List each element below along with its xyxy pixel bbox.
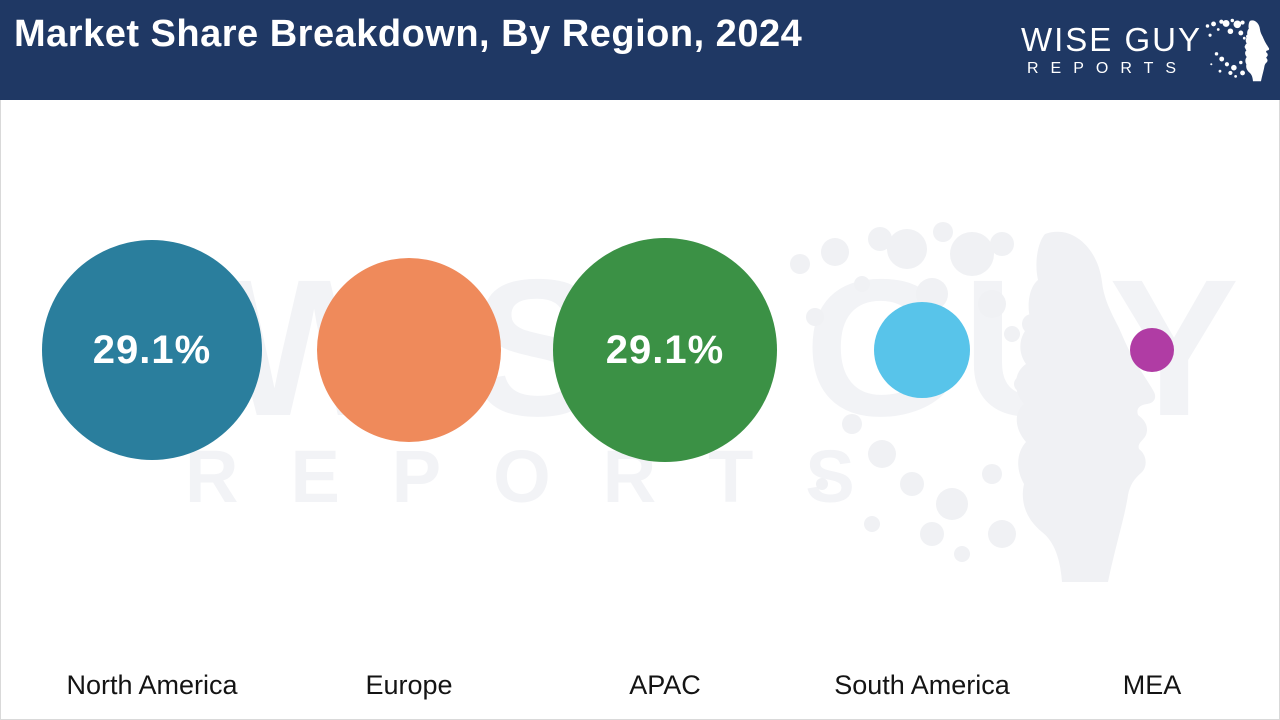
wise-guy-reports-logo: WISE GUY REPORTS — [1021, 6, 1270, 94]
watermark-reports-text: REPORTS — [185, 435, 907, 518]
logo-reports-text: REPORTS — [1026, 60, 1189, 78]
header-bar: Market Share Breakdown, By Region, 2024 … — [0, 0, 1280, 100]
logo-head-silhouette-icon — [1205, 18, 1270, 82]
watermark-head-silhouette-icon — [790, 222, 1156, 582]
bubble-europe — [317, 258, 501, 442]
chart-title: Market Share Breakdown, By Region, 2024 — [14, 13, 803, 55]
bubble-value-label: 29.1% — [92, 327, 212, 372]
category-label-north-america: North America — [66, 670, 238, 700]
logo-wordmark: WISE GUY — [1020, 21, 1202, 59]
bubble-mea — [1130, 328, 1174, 372]
bubble-apac: 29.1% — [553, 238, 777, 462]
bubble-south-america — [874, 302, 970, 398]
bubble-value-label: 29.1% — [605, 327, 725, 372]
category-label-apac: APAC — [629, 670, 701, 700]
logo-text: WISE GUY REPORTS — [1020, 21, 1202, 78]
category-label-south-america: South America — [834, 670, 1010, 700]
category-label-mea: MEA — [1122, 670, 1182, 700]
bubble-north-america: 29.1% — [42, 240, 262, 460]
category-label-europe: Europe — [365, 670, 453, 700]
